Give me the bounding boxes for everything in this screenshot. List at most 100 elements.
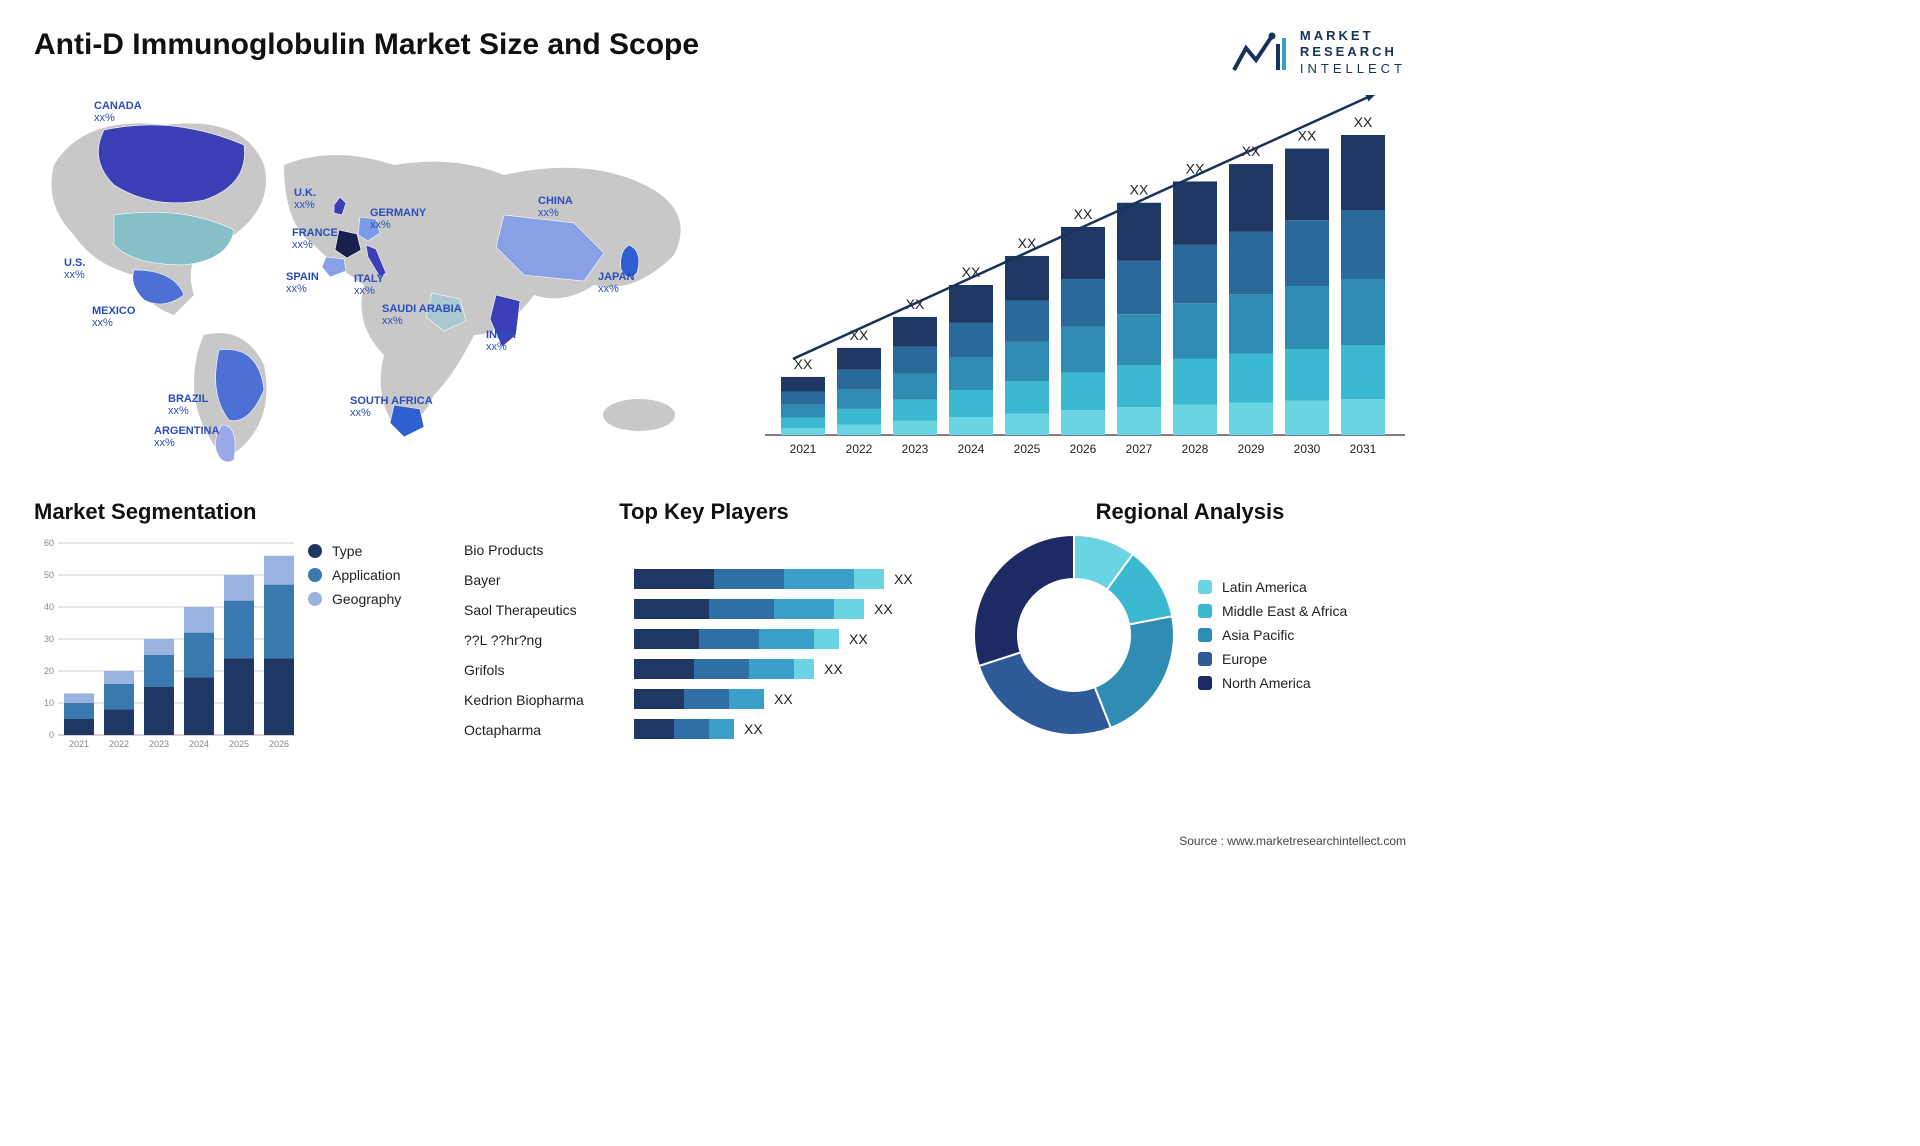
svg-text:2021: 2021	[790, 442, 817, 456]
legend-label: Latin America	[1222, 579, 1307, 595]
legend-swatch	[1198, 580, 1212, 594]
page-title: Anti-D Immunoglobulin Market Size and Sc…	[34, 28, 699, 62]
svg-text:2022: 2022	[846, 442, 873, 456]
country-value: xx%	[486, 341, 516, 354]
svg-text:2024: 2024	[189, 739, 209, 749]
map-label-mexico: MEXICOxx%	[92, 305, 135, 330]
player-name: Bayer	[464, 565, 614, 595]
map-label-u-k-: U.K.xx%	[294, 187, 316, 212]
svg-text:2022: 2022	[109, 739, 129, 749]
country-name: U.K.	[294, 187, 316, 199]
map-label-germany: GERMANYxx%	[370, 207, 426, 232]
player-name: Bio Products	[464, 535, 614, 565]
country-name: JAPAN	[598, 271, 634, 283]
country-value: xx%	[92, 317, 135, 330]
legend-swatch	[1198, 676, 1212, 690]
players-title: Top Key Players	[464, 499, 944, 525]
country-name: CHINA	[538, 195, 573, 207]
seg-legend-item: Type	[308, 543, 401, 559]
svg-text:2028: 2028	[1182, 442, 1209, 456]
legend-label: Europe	[1222, 651, 1267, 667]
svg-text:2030: 2030	[1294, 442, 1321, 456]
legend-label: North America	[1222, 675, 1311, 691]
regional-legend-item: Middle East & Africa	[1198, 603, 1347, 619]
svg-text:2025: 2025	[229, 739, 249, 749]
player-name: Kedrion Biopharma	[464, 685, 614, 715]
segmentation-title: Market Segmentation	[34, 499, 434, 525]
country-name: ARGENTINA	[154, 425, 219, 437]
svg-text:2025: 2025	[1014, 442, 1041, 456]
players-labels: Bio ProductsBayerSaol Therapeutics??L ??…	[464, 535, 614, 755]
country-name: INDIA	[486, 329, 516, 341]
country-value: xx%	[354, 285, 384, 298]
source-text: Source : www.marketresearchintellect.com	[1179, 834, 1406, 848]
country-name: CANADA	[94, 100, 142, 112]
map-label-china: CHINAxx%	[538, 195, 573, 220]
regional-title: Regional Analysis	[974, 499, 1406, 525]
svg-text:40: 40	[44, 602, 54, 612]
country-name: FRANCE	[292, 227, 338, 239]
svg-text:XX: XX	[874, 601, 893, 617]
regional-legend-item: North America	[1198, 675, 1347, 691]
svg-text:XX: XX	[1186, 160, 1205, 176]
map-label-india: INDIAxx%	[486, 329, 516, 354]
player-name: Octapharma	[464, 715, 614, 745]
svg-text:XX: XX	[1298, 127, 1317, 143]
country-value: xx%	[64, 269, 85, 282]
legend-label: Application	[332, 567, 401, 583]
legend-swatch	[308, 544, 322, 558]
country-name: SAUDI ARABIA	[382, 303, 462, 315]
country-value: xx%	[286, 283, 319, 296]
map-label-canada: CANADAxx%	[94, 100, 142, 125]
country-value: xx%	[94, 112, 142, 125]
legend-label: Asia Pacific	[1222, 627, 1294, 643]
svg-text:2026: 2026	[1070, 442, 1097, 456]
svg-text:2026: 2026	[269, 739, 289, 749]
segmentation-chart: 0102030405060202120222023202420252026	[34, 535, 294, 755]
legend-swatch	[1198, 604, 1212, 618]
growth-chart: XX2021XX2022XX2023XX2024XX2025XX2026XX20…	[764, 95, 1406, 475]
svg-text:2023: 2023	[902, 442, 929, 456]
brand-logo: MARKET RESEARCH INTELLECT	[1232, 28, 1406, 77]
regional-legend: Latin America Middle East & Africa Asia Pa…	[1198, 571, 1347, 699]
logo-line2: RESEARCH	[1300, 44, 1406, 60]
regional-legend-item: Asia Pacific	[1198, 627, 1347, 643]
player-name: Saol Therapeutics	[464, 595, 614, 625]
legend-swatch	[308, 592, 322, 606]
legend-label: Type	[332, 543, 362, 559]
seg-legend-item: Geography	[308, 591, 401, 607]
map-label-japan: JAPANxx%	[598, 271, 634, 296]
logo-line3: INTELLECT	[1300, 61, 1406, 77]
regional-legend-item: Europe	[1198, 651, 1347, 667]
map-label-saudi-arabia: SAUDI ARABIAxx%	[382, 303, 462, 328]
country-value: xx%	[292, 239, 338, 252]
segmentation-legend: Type Application Geography	[308, 535, 401, 615]
legend-swatch	[1198, 628, 1212, 642]
player-name: ??L ??hr?ng	[464, 625, 614, 655]
country-value: xx%	[598, 283, 634, 296]
svg-text:XX: XX	[1130, 181, 1149, 197]
country-value: xx%	[350, 407, 433, 420]
map-label-south-africa: SOUTH AFRICAxx%	[350, 395, 433, 420]
legend-label: Geography	[332, 591, 401, 607]
svg-text:XX: XX	[1354, 114, 1373, 130]
svg-text:60: 60	[44, 538, 54, 548]
map-label-argentina: ARGENTINAxx%	[154, 425, 219, 450]
svg-text:2029: 2029	[1238, 442, 1265, 456]
svg-text:2027: 2027	[1126, 442, 1153, 456]
country-name: SOUTH AFRICA	[350, 395, 433, 407]
players-panel: Top Key Players Bio ProductsBayerSaol Th…	[464, 499, 944, 779]
legend-swatch	[308, 568, 322, 582]
svg-text:50: 50	[44, 570, 54, 580]
regional-donut	[974, 535, 1174, 735]
world-map-panel: CANADAxx%U.S.xx%MEXICOxx%BRAZILxx%ARGENT…	[34, 95, 734, 475]
country-name: MEXICO	[92, 305, 135, 317]
legend-label: Middle East & Africa	[1222, 603, 1347, 619]
country-name: BRAZIL	[168, 393, 208, 405]
segmentation-panel: Market Segmentation 01020304050602021202…	[34, 499, 434, 779]
svg-text:XX: XX	[1074, 206, 1093, 222]
country-value: xx%	[168, 405, 208, 418]
svg-text:XX: XX	[774, 691, 793, 707]
country-value: xx%	[154, 437, 219, 450]
country-value: xx%	[294, 199, 316, 212]
